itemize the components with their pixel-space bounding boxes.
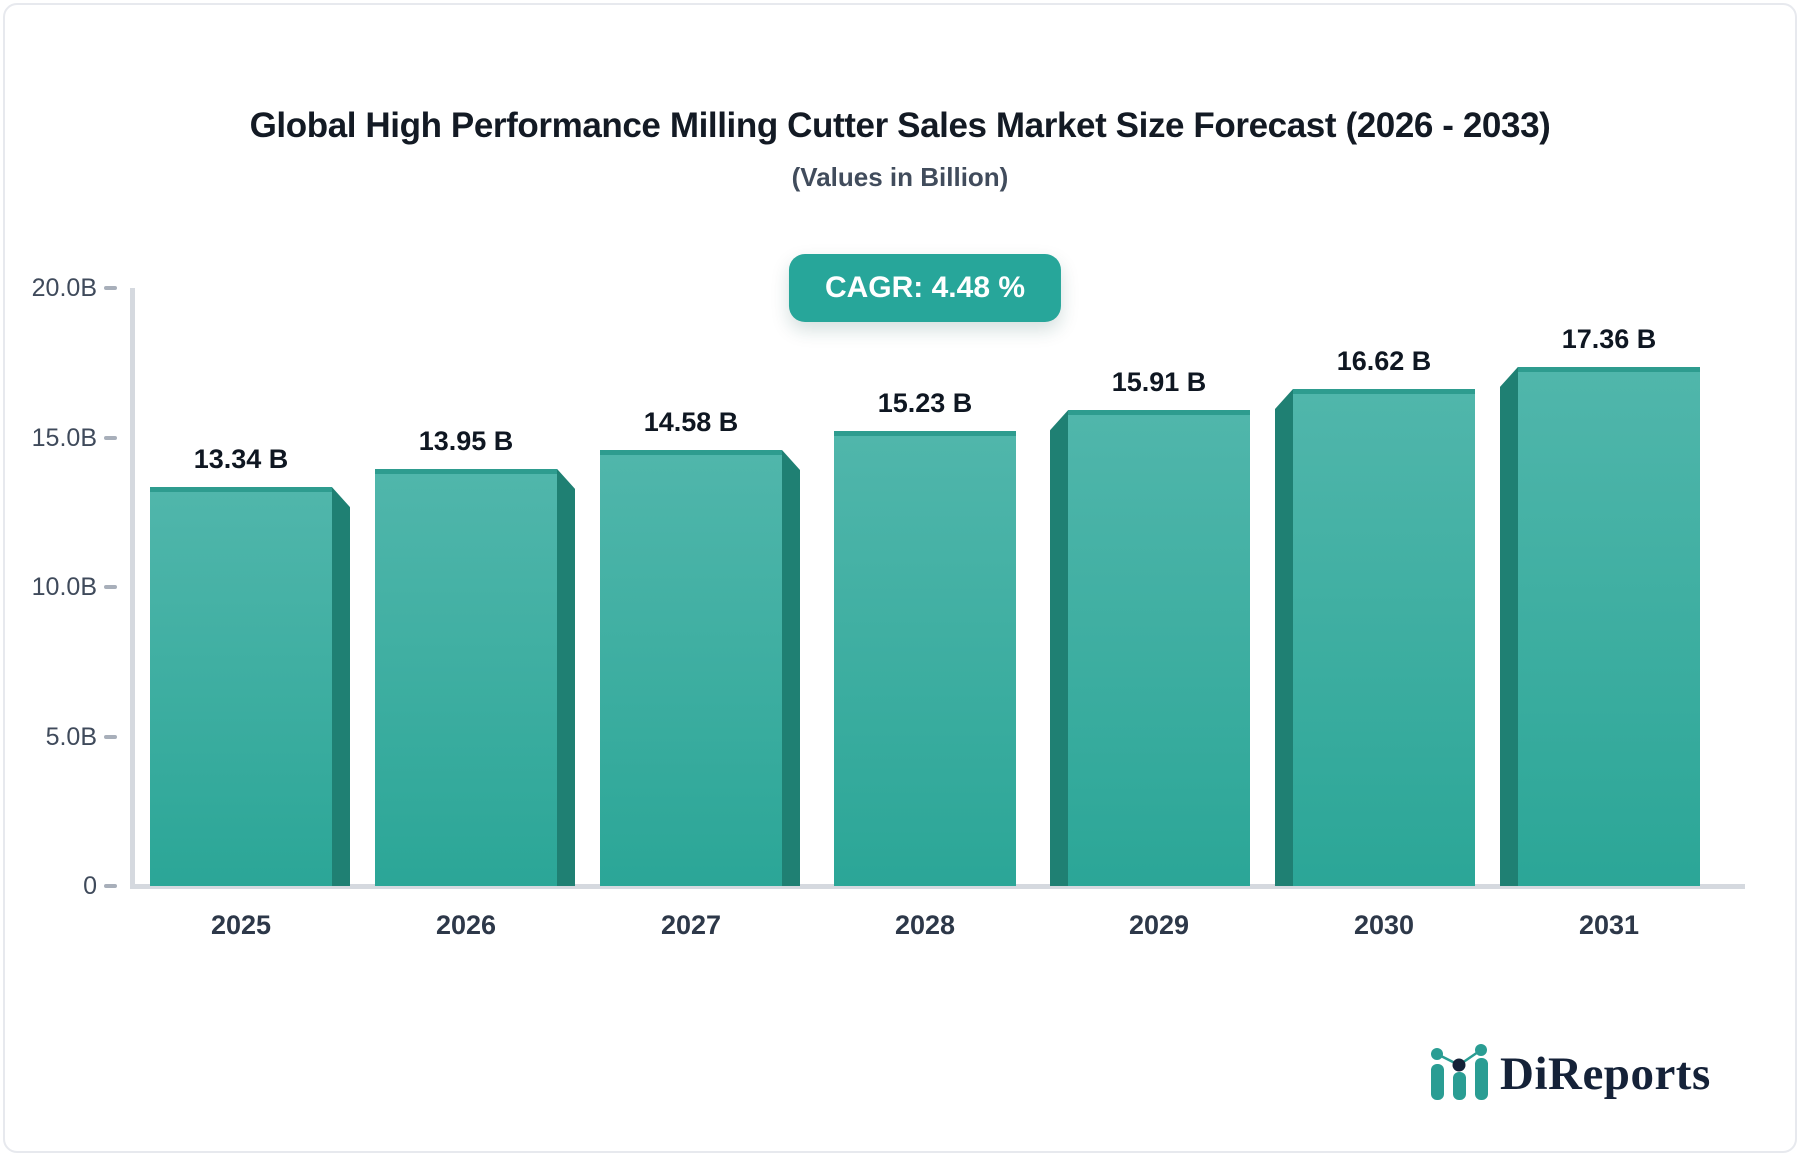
- bar-value-label: 13.95 B: [418, 425, 514, 456]
- x-axis-category-label: 2031: [1578, 910, 1640, 940]
- bar-value-label: 17.36 B: [1561, 323, 1657, 354]
- bar-2029: [1068, 410, 1250, 886]
- bar-2027: [600, 450, 782, 886]
- x-axis-category-label: 2026: [435, 910, 497, 940]
- y-axis-tick: [104, 884, 117, 888]
- y-axis-tick-label: 20.0B: [31, 274, 97, 302]
- bar-3d-side-panel: [557, 468, 575, 886]
- bar-3d-side-panel: [332, 487, 350, 886]
- y-axis-tick: [104, 585, 117, 589]
- y-axis-tick: [104, 286, 117, 290]
- y-axis-tick-label: 15.0B: [31, 423, 97, 452]
- bar-value-label: 15.91 B: [1111, 367, 1207, 398]
- y-axis-tick: [104, 734, 117, 739]
- bar-2031: [1518, 366, 1700, 886]
- chart-subtitle: (Values in Billion): [791, 162, 1009, 192]
- y-axis-tick-label: 0: [83, 872, 97, 900]
- bar-2025: [150, 487, 332, 886]
- bar-2026: [375, 468, 557, 886]
- y-axis-tick-label: 10.0B: [31, 573, 97, 601]
- x-axis-category-label: 2029: [1128, 910, 1190, 940]
- logo-wordmark: DiReports: [1500, 1048, 1711, 1100]
- cagr-badge: CAGR: 4.48 %: [788, 254, 1062, 322]
- x-axis-line: [130, 884, 1745, 889]
- bar-value-label: 15.23 B: [877, 387, 973, 418]
- bar-2030: [1293, 389, 1475, 886]
- bar-3d-side-panel: [1500, 366, 1518, 886]
- mini-bar-line-chart-icon: [1431, 1044, 1488, 1100]
- x-axis-category-label: 2025: [210, 910, 272, 940]
- bar-value-label: 16.62 B: [1336, 346, 1432, 377]
- y-axis-tick: [104, 435, 117, 440]
- y-axis-line: [130, 288, 135, 889]
- x-axis-category-label: 2027: [660, 910, 722, 940]
- chart-title: Global High Performance Milling Cutter S…: [249, 106, 1551, 145]
- y-axis-tick-label: 5.0B: [45, 722, 97, 751]
- bar-3d-side-panel: [1050, 410, 1068, 886]
- x-axis-category-label: 2030: [1353, 910, 1415, 940]
- bar-2028: [834, 430, 1016, 886]
- bar-3d-side-panel: [1275, 389, 1293, 886]
- x-axis-category-label: 2028: [894, 910, 956, 940]
- bar-value-label: 14.58 B: [643, 407, 739, 438]
- bar-value-label: 13.34 B: [193, 444, 289, 475]
- bar-3d-side-panel: [782, 450, 800, 886]
- chart-header: Global High Performance Milling Cutter S…: [0, 106, 1800, 193]
- direports-logo: DiReports: [1428, 1032, 1711, 1116]
